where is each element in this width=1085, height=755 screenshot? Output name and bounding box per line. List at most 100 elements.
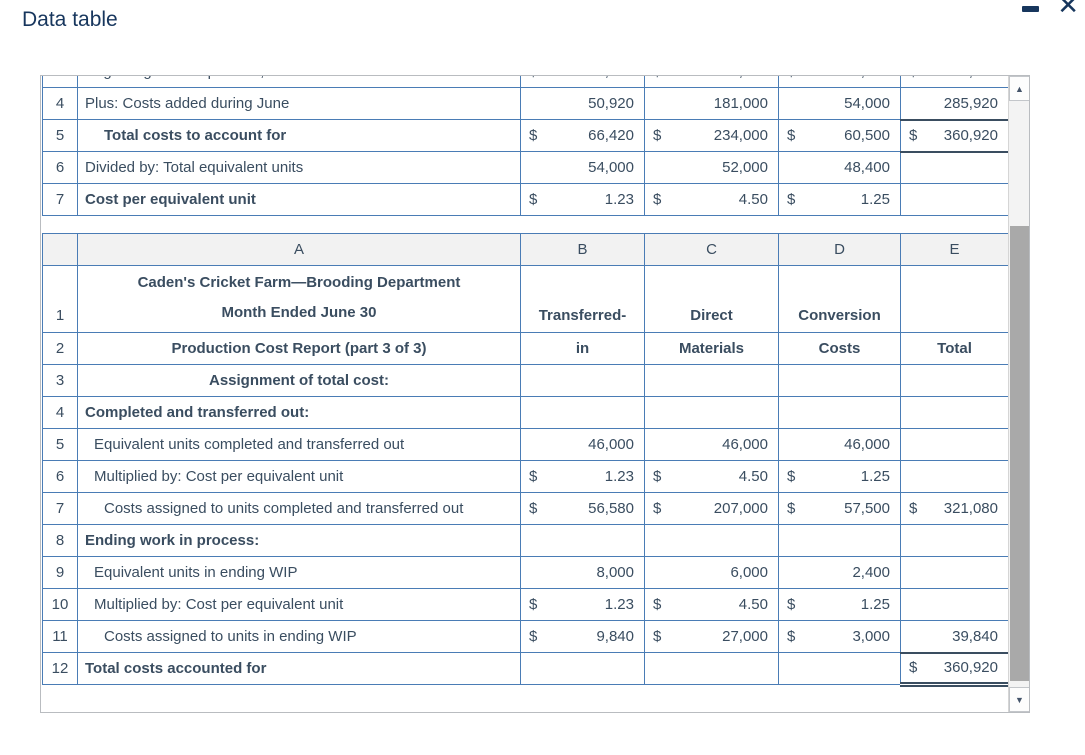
cell-value: 9,840	[596, 628, 634, 645]
row-number-cell: 5	[42, 428, 78, 461]
dollar-sign: $	[529, 127, 538, 144]
cell-value: 360,920	[943, 127, 998, 144]
value-cell: 54,000	[520, 151, 645, 184]
row-label-cell: Production Cost Report (part 3 of 3)	[77, 332, 521, 365]
cell-value: 66,420	[588, 127, 634, 144]
value-cell: $1.25	[778, 460, 901, 493]
scroll-up-button[interactable]: ▲	[1009, 76, 1029, 101]
cell-value: 52,000	[722, 159, 768, 176]
table-row: 6 Divided by: Total equivalent units 54,00…	[42, 151, 1009, 184]
row-number-cell: 2	[42, 332, 78, 365]
cell-value: 1.23	[604, 468, 634, 485]
value-cell	[900, 588, 1009, 621]
row-number-cell: 3	[42, 364, 78, 397]
dollar-sign: $	[787, 500, 796, 517]
cell-value: 4.50	[738, 596, 768, 613]
row-label-cell: Ending work in process:	[77, 524, 521, 557]
cell-value: 46,000	[722, 436, 768, 453]
value-cell	[520, 396, 645, 429]
row-number-cell: 12	[42, 652, 78, 685]
value-cell	[900, 556, 1009, 589]
value-cell: $1.23	[520, 183, 645, 216]
value-cell: $27,000	[644, 620, 779, 653]
value-cell: $56,580	[520, 492, 645, 525]
value-cell	[900, 428, 1009, 461]
table-row: 6 Multiplied by: Cost per equivalent unit…	[42, 460, 1009, 493]
row-label-cell: Equivalent units in ending WIP	[77, 556, 521, 589]
column-header-cell	[42, 233, 78, 266]
value-cell: 39,840	[900, 620, 1009, 654]
cell-value: 285,920	[943, 94, 998, 112]
dollar-sign: $	[909, 127, 918, 144]
value-cell: $57,500	[778, 492, 901, 525]
dollar-sign: $	[787, 191, 796, 208]
bottom-table: A B C D E 1 Caden's Cricket Farm—Brooding Depa…	[42, 233, 1009, 687]
value-cell: Costs	[778, 332, 901, 365]
row-number-cell: 10	[42, 588, 78, 621]
row-label-cell: Cost per equivalent unit	[77, 183, 521, 216]
table-scroll-content: 3Beginning work in process, June 1$15,50…	[41, 76, 1009, 712]
value-cell	[520, 652, 645, 685]
value-cell	[778, 524, 901, 557]
cell-value: 1.23	[604, 191, 634, 208]
minimize-icon[interactable]	[1022, 6, 1040, 12]
cell-value: 56,580	[588, 500, 634, 517]
vertical-scrollbar[interactable]: ▲ ▼	[1008, 76, 1029, 712]
table-row: 4 Completed and transferred out:	[42, 396, 1009, 429]
row-label-cell: Completed and transferred out:	[77, 396, 521, 429]
dollar-sign: $	[653, 76, 661, 80]
row-label-cell: Plus: Costs added during June	[77, 87, 521, 120]
value-cell	[900, 151, 1009, 184]
value-cell: 181,000	[644, 87, 779, 120]
scroll-down-button[interactable]: ▼	[1009, 687, 1029, 712]
cell-value: 27,000	[722, 628, 768, 645]
dollar-sign: $	[787, 76, 795, 80]
page-title: Data table	[22, 8, 118, 31]
cell-value: 1.25	[860, 596, 890, 613]
value-cell	[644, 364, 779, 397]
value-cell	[778, 652, 901, 685]
value-cell: $207,000	[644, 492, 779, 525]
table-row: 4 Plus: Costs added during June 50,920 181,…	[42, 87, 1009, 121]
value-cell: $1.25	[778, 588, 901, 621]
cell-value: 4.50	[738, 468, 768, 485]
cell-value: 1.23	[604, 596, 634, 613]
table-row: 3Beginning work in process, June 1$15,50…	[42, 76, 1009, 88]
cell-value: 234,000	[713, 127, 768, 144]
cell-value: 15,500	[588, 76, 634, 80]
cell-value: 48,400	[844, 159, 890, 176]
top-table: 3Beginning work in process, June 1$15,50…	[42, 76, 1009, 216]
value-cell: 52,000	[644, 151, 779, 184]
close-icon[interactable]: ✕	[1057, 0, 1079, 20]
row-number-cell: 11	[42, 620, 78, 653]
value-cell: Transferred-	[520, 265, 645, 333]
dollar-sign: $	[653, 500, 662, 517]
value-cell	[520, 524, 645, 557]
scrollbar-thumb[interactable]	[1010, 226, 1029, 681]
value-cell: $15,500	[520, 76, 645, 88]
window-controls: ✕	[1022, 0, 1079, 20]
table-row: 10 Multiplied by: Cost per equivalent uni…	[42, 588, 1009, 621]
dollar-sign: $	[653, 468, 662, 485]
row-label-cell: Beginning work in process, June 1	[77, 76, 521, 88]
dollar-sign: $	[529, 468, 538, 485]
row-label-cell: Equivalent units completed and transferr…	[77, 428, 521, 461]
value-cell: 46,000	[778, 428, 901, 461]
value-cell: 46,000	[520, 428, 645, 461]
value-cell	[778, 396, 901, 429]
value-cell: 50,920	[520, 87, 645, 120]
value-cell: $234,000	[644, 119, 779, 152]
value-cell: Total	[900, 332, 1009, 365]
dollar-sign: $	[653, 127, 662, 144]
cell-value: 46,000	[588, 436, 634, 453]
value-cell: $360,920	[900, 652, 1009, 687]
cell-value: 53,000	[722, 76, 768, 80]
value-cell	[778, 364, 901, 397]
value-cell	[644, 652, 779, 685]
cell-value: 181,000	[713, 95, 768, 112]
value-cell: 8,000	[520, 556, 645, 589]
cell-value: 6,500	[852, 76, 890, 80]
value-cell: in	[520, 332, 645, 365]
cell-value: 50,920	[588, 95, 634, 112]
